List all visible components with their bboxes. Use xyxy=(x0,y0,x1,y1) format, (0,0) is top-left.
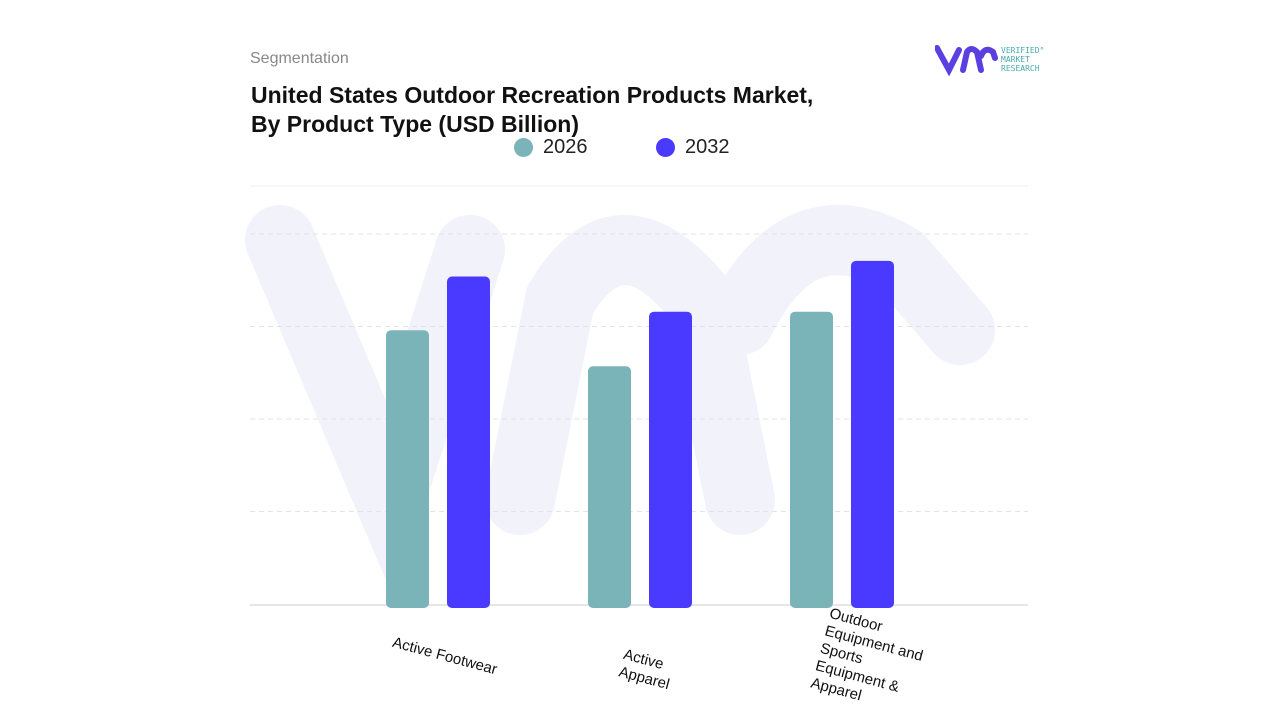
title-line-2: By Product Type (USD Billion) xyxy=(251,111,579,137)
svg-text:RESEARCH: RESEARCH xyxy=(1001,64,1040,73)
vmr-logo: VERIFIED° MARKET RESEARCH xyxy=(934,44,1065,81)
legend-dot xyxy=(656,138,675,157)
legend-label: 2032 xyxy=(685,136,730,158)
legend-label: 2026 xyxy=(543,136,588,158)
legend-item-2032: 2032 xyxy=(656,136,730,159)
bar-2032-0 xyxy=(447,276,490,608)
bar-2032-1 xyxy=(649,311,692,608)
legend-dot xyxy=(514,138,533,157)
svg-text:MARKET: MARKET xyxy=(1001,55,1030,64)
bar-2026-2 xyxy=(790,311,833,608)
legend-item-2026: 2026 xyxy=(514,136,588,159)
chart-title: United States Outdoor Recreation Product… xyxy=(251,81,891,139)
title-line-1: United States Outdoor Recreation Product… xyxy=(251,82,814,108)
section-label: Segmentation xyxy=(250,50,349,67)
bar-2026-1 xyxy=(588,366,631,608)
bar-2032-2 xyxy=(851,260,894,608)
svg-text:VERIFIED°: VERIFIED° xyxy=(1001,46,1044,55)
bar-2026-0 xyxy=(386,330,429,608)
